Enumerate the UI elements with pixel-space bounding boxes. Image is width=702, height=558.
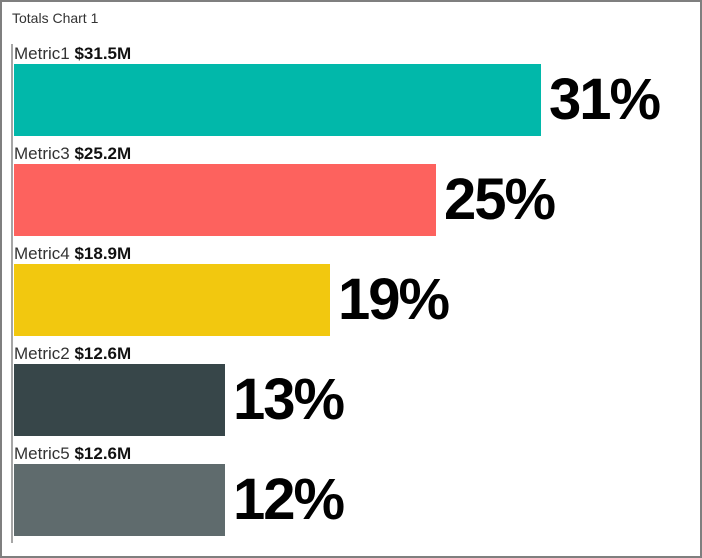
bar-line: 12% [14,464,698,536]
bar[interactable] [14,64,541,136]
metric-value-label: $25.2M [74,144,132,163]
metric-value-label: $31.5M [74,44,132,63]
bar-line: 31% [14,64,698,136]
bar-row-label: Metric4 $18.9M [14,244,698,263]
bar-row-label: Metric5 $12.6M [14,444,698,463]
bar[interactable] [14,164,436,236]
bar[interactable] [14,364,225,436]
metric-name-label: Metric2 [14,344,70,363]
bar-row-label: Metric1 $31.5M [14,44,698,63]
bar-row: Metric4 $18.9M 19% [14,244,698,336]
percent-label: 12% [233,467,345,532]
bar-row-label: Metric3 $25.2M [14,144,698,163]
y-axis-line [11,44,13,543]
bar-row: Metric3 $25.2M 25% [14,144,698,236]
metric-name-label: Metric5 [14,444,70,463]
bar[interactable] [14,264,330,336]
metric-name-label: Metric1 [14,44,70,63]
bar-row: Metric2 $12.6M 13% [14,344,698,436]
bar-row: Metric5 $12.6M 12% [14,444,698,536]
metric-value-label: $12.6M [74,444,132,463]
metric-value-label: $12.6M [74,344,132,363]
bar[interactable] [14,464,225,536]
percent-label: 19% [338,267,450,332]
percent-label: 31% [549,67,661,132]
plot-area: Metric1 $31.5M 31% Metric3 $25.2M 25% Me… [14,44,698,536]
bar-row-label: Metric2 $12.6M [14,344,698,363]
chart-title: Totals Chart 1 [12,10,99,26]
bar-line: 19% [14,264,698,336]
percent-label: 13% [233,367,345,432]
metric-value-label: $18.9M [74,244,132,263]
bar-row: Metric1 $31.5M 31% [14,44,698,136]
metric-name-label: Metric3 [14,144,70,163]
percent-label: 25% [444,167,556,232]
bar-line: 13% [14,364,698,436]
bar-line: 25% [14,164,698,236]
metric-name-label: Metric4 [14,244,70,263]
